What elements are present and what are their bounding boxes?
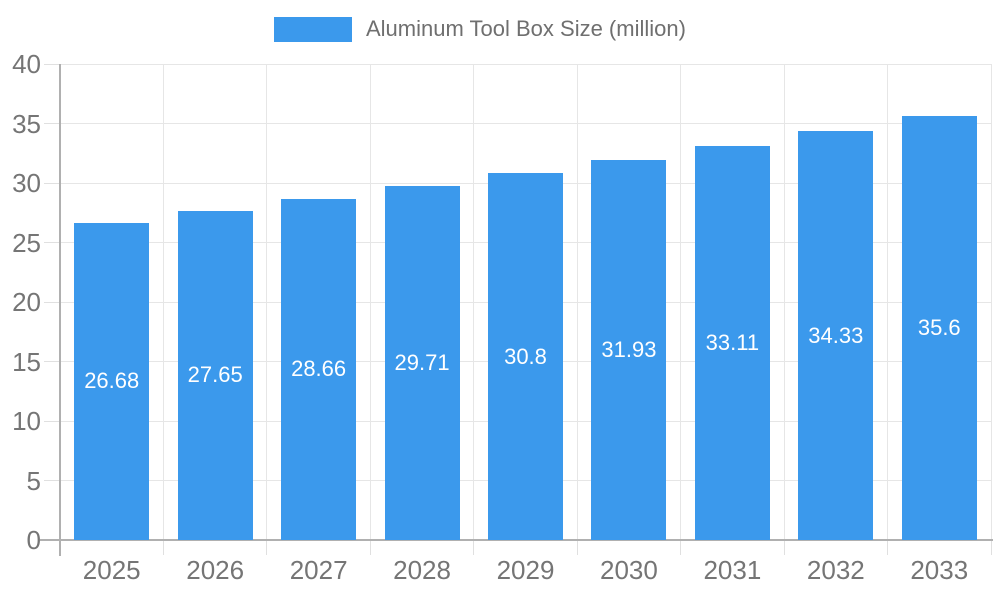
x-axis-tick xyxy=(887,541,889,555)
x-axis-tick xyxy=(266,541,268,555)
x-axis-line xyxy=(40,539,993,541)
bar-value-label: 34.33 xyxy=(808,322,864,348)
y-axis-tick xyxy=(44,301,60,303)
gridline-vertical xyxy=(887,64,889,540)
y-axis-tick xyxy=(44,480,60,481)
y-axis-tick xyxy=(44,420,60,422)
legend-label: Aluminum Tool Box Size (million) xyxy=(366,16,686,41)
y-axis-tick xyxy=(44,182,60,184)
bar-2031[interactable] xyxy=(694,145,770,540)
y-axis-label: 10 xyxy=(12,406,41,436)
gridline-vertical xyxy=(680,64,682,540)
x-axis-label: 2033 xyxy=(910,555,969,585)
legend-swatch xyxy=(274,16,352,42)
bar-2025[interactable] xyxy=(74,222,150,540)
legend[interactable]: Aluminum Tool Box Size (million) xyxy=(274,16,686,42)
y-axis-label: 40 xyxy=(12,49,41,79)
y-axis-label: 30 xyxy=(12,168,41,198)
x-axis-tick xyxy=(990,541,992,555)
x-axis-tick xyxy=(369,541,371,555)
y-axis-tick xyxy=(44,242,60,243)
gridline-vertical xyxy=(266,64,268,540)
gridline-vertical xyxy=(576,64,578,540)
gridline-vertical xyxy=(369,64,371,540)
x-axis-label: 2026 xyxy=(186,555,245,585)
bar-value-label: 27.65 xyxy=(187,362,243,388)
gridline-vertical xyxy=(162,64,164,540)
bar-2032[interactable] xyxy=(798,131,874,540)
bar-2028[interactable] xyxy=(384,186,460,540)
bar-value-label: 35.6 xyxy=(917,315,961,341)
y-axis-tick xyxy=(44,63,60,65)
x-axis-label: 2027 xyxy=(289,555,348,585)
x-axis-tick xyxy=(576,541,578,555)
y-axis-label: 0 xyxy=(26,525,41,555)
y-axis-label: 25 xyxy=(12,227,41,258)
bar-2029[interactable] xyxy=(488,173,563,540)
bar-value-label: 30.8 xyxy=(504,343,547,369)
x-axis-tick xyxy=(162,541,164,555)
bar-value-label: 31.93 xyxy=(601,337,657,363)
x-axis-label: 2029 xyxy=(496,555,555,585)
y-axis-line xyxy=(59,64,61,556)
bar-2026[interactable] xyxy=(177,210,253,540)
y-axis-tick xyxy=(44,123,60,124)
x-axis-label: 2032 xyxy=(806,555,865,585)
gridline-horizontal xyxy=(60,123,991,124)
gridline-vertical xyxy=(473,64,475,540)
x-axis-label: 2030 xyxy=(600,555,658,585)
y-axis-label: 5 xyxy=(26,465,41,496)
x-axis-label: 2031 xyxy=(703,555,762,585)
y-axis-label: 35 xyxy=(12,108,41,139)
bar-value-label: 28.66 xyxy=(291,356,347,382)
gridline-vertical xyxy=(990,64,992,540)
x-axis-tick xyxy=(680,541,682,555)
bar-value-label: 29.71 xyxy=(394,350,450,376)
gridline-vertical xyxy=(783,64,785,540)
gridline-horizontal xyxy=(60,63,991,65)
x-axis-label: 2028 xyxy=(393,555,451,585)
bar-value-label: 33.11 xyxy=(705,329,760,355)
bar-2027[interactable] xyxy=(281,198,357,540)
bar-value-label: 26.68 xyxy=(84,368,140,394)
bar-2033[interactable] xyxy=(901,116,977,540)
bar-2030[interactable] xyxy=(591,160,667,540)
y-axis-label: 20 xyxy=(12,287,41,317)
y-axis-tick xyxy=(44,361,60,362)
x-axis-tick xyxy=(473,541,475,555)
x-axis-tick xyxy=(783,541,785,555)
x-axis-label: 2025 xyxy=(82,555,141,585)
y-axis-label: 15 xyxy=(12,346,41,377)
